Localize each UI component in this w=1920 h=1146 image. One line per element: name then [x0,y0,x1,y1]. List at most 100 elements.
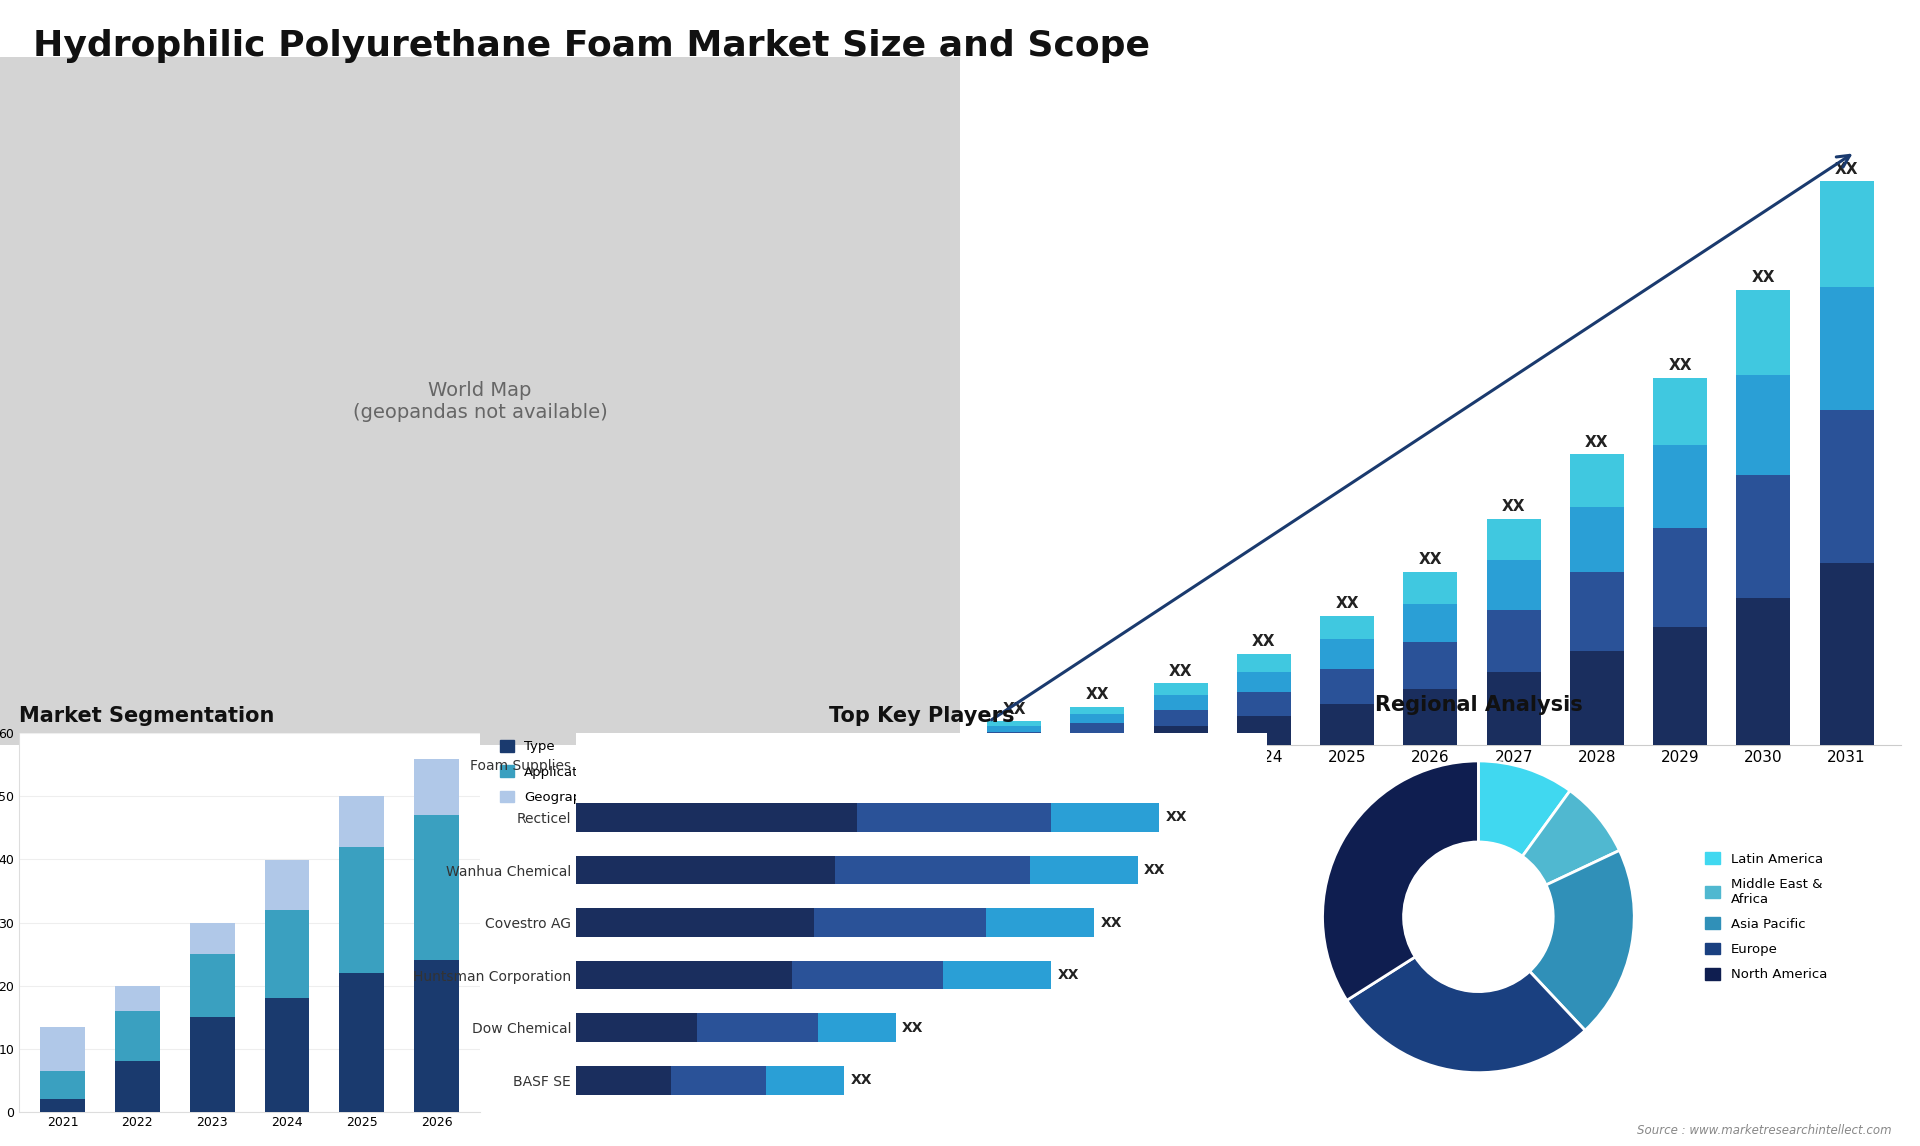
Bar [1653,527,1707,628]
Bar [576,908,814,937]
Bar [1321,668,1375,704]
Bar [1154,683,1208,694]
Text: XX: XX [1169,664,1192,678]
Legend: Latin America, Middle East &
Africa, Asia Pacific, Europe, North America: Latin America, Middle East & Africa, Asi… [1699,847,1832,987]
Bar [1069,714,1125,723]
Bar [1571,651,1624,745]
Bar [1820,410,1874,563]
Bar [1154,694,1208,709]
Bar [1154,727,1208,745]
Bar [697,1013,818,1042]
Bar [265,998,309,1112]
Bar [1736,290,1791,375]
Wedge shape [1530,850,1634,1030]
Bar [265,910,309,998]
Bar [1571,572,1624,651]
Bar [1321,704,1375,745]
Text: XX: XX [1501,500,1524,515]
Bar [576,803,856,832]
Bar [987,732,1041,738]
Bar [672,1066,766,1094]
Bar [340,796,384,847]
Bar [1653,628,1707,745]
Bar [943,960,1050,989]
Bar [818,1013,895,1042]
Bar [265,860,309,910]
Bar [415,816,459,960]
Bar [1820,286,1874,410]
Wedge shape [1523,791,1619,885]
Wedge shape [1346,957,1586,1073]
Text: XX: XX [1668,359,1692,374]
Bar [190,953,234,1018]
Bar [1404,572,1457,604]
Bar [1486,560,1540,610]
Bar [415,960,459,1112]
Bar [1486,519,1540,560]
Bar [1653,446,1707,527]
Bar [1029,856,1137,885]
Bar [987,722,1041,727]
Bar [1404,689,1457,745]
Text: XX: XX [1085,688,1110,702]
Bar [1571,508,1624,572]
Bar [766,1066,843,1094]
Bar [1321,639,1375,668]
Bar [987,727,1041,732]
Wedge shape [1323,761,1478,1000]
Bar [340,847,384,973]
Bar [835,856,1029,885]
Text: XX: XX [1586,434,1609,449]
Text: XX: XX [1165,810,1187,824]
Text: World Map
(geopandas not available): World Map (geopandas not available) [353,380,607,422]
Bar [1069,723,1125,733]
Bar [1404,642,1457,689]
Bar [1069,707,1125,714]
Bar [1404,604,1457,642]
Bar [40,1099,84,1112]
Text: XX: XX [1419,552,1442,567]
Bar [40,1027,84,1070]
Bar [1736,474,1791,598]
Text: XX: XX [1058,968,1079,982]
Text: XX: XX [902,1021,924,1035]
Bar [856,803,1050,832]
Text: Hydrophilic Polyurethane Foam Market Size and Scope: Hydrophilic Polyurethane Foam Market Siz… [33,29,1150,63]
Bar [576,960,791,989]
Bar [576,1013,697,1042]
Text: Source : www.marketresearchintellect.com: Source : www.marketresearchintellect.com [1636,1124,1891,1137]
Bar [1486,672,1540,745]
Bar [1236,715,1290,745]
Text: XX: XX [1002,701,1025,716]
Text: XX: XX [1252,634,1275,649]
Bar [115,1061,159,1112]
Bar [987,908,1094,937]
Bar [1736,598,1791,745]
Bar [340,973,384,1112]
Bar [115,1011,159,1061]
Bar [1236,692,1290,715]
Bar [1236,654,1290,672]
Bar [40,1070,84,1099]
Text: XX: XX [1836,162,1859,176]
Bar [576,856,835,885]
Bar [791,960,943,989]
Bar [1820,563,1874,745]
Bar [1820,181,1874,286]
Text: Market Segmentation: Market Segmentation [19,706,275,727]
Title: Regional Analysis: Regional Analysis [1375,694,1582,715]
Legend: Type, Application, Geography: Type, Application, Geography [501,740,599,804]
Bar [814,908,987,937]
Text: XX: XX [1144,863,1165,877]
Bar [1069,733,1125,745]
Bar [576,1066,672,1094]
Text: XX: XX [1751,270,1776,285]
Title: Top Key Players: Top Key Players [829,706,1014,727]
Bar [1736,375,1791,474]
Bar [415,759,459,816]
Bar [1154,709,1208,727]
Bar [1653,378,1707,446]
Text: XX: XX [1100,916,1123,929]
Bar [987,738,1041,745]
Bar [1571,454,1624,508]
